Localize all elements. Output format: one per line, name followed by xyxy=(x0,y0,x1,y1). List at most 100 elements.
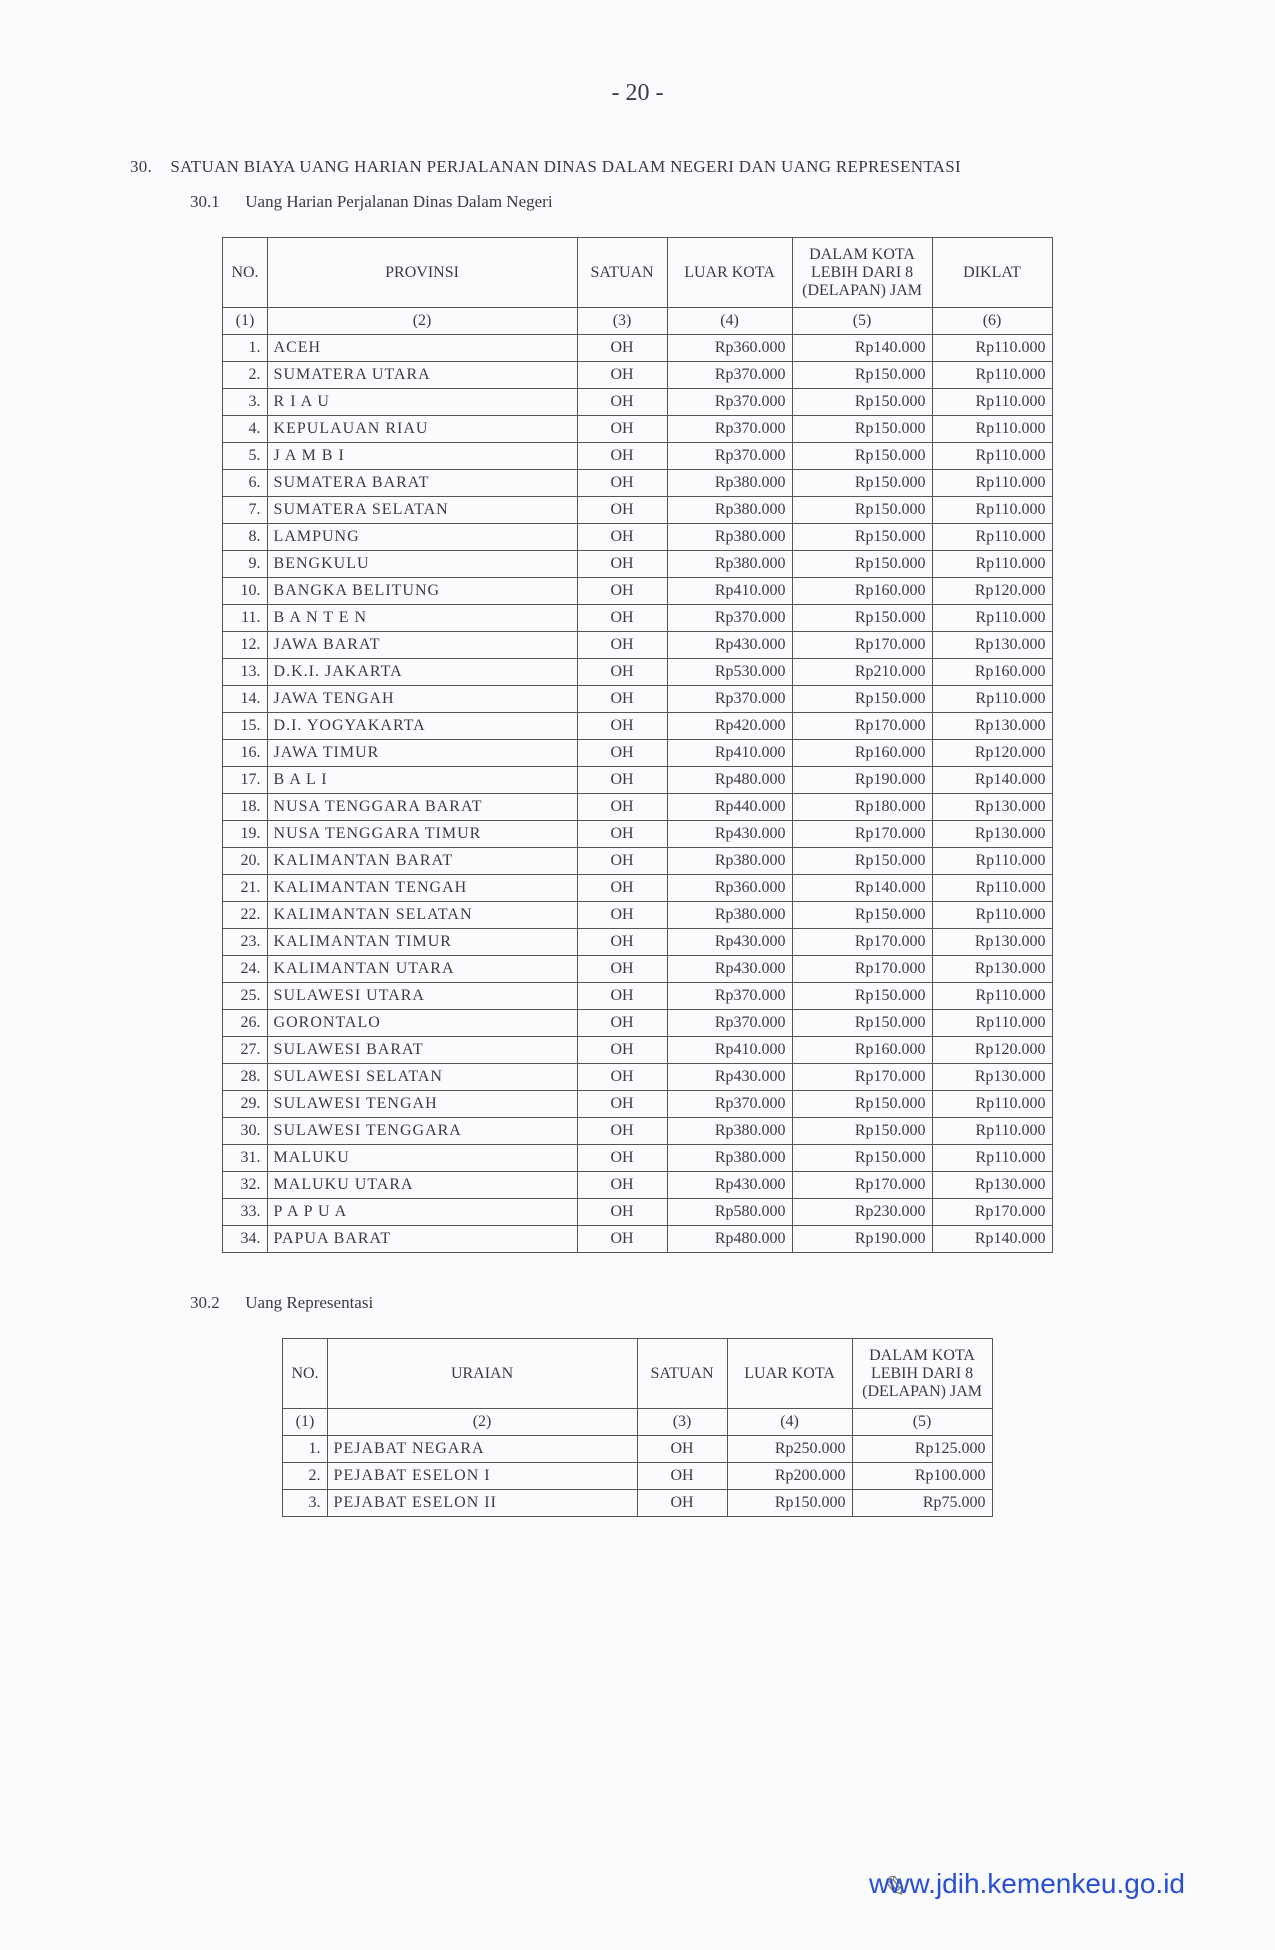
cell-diklat: Rp170.000 xyxy=(932,1199,1052,1226)
cell-satuan: OH xyxy=(577,1226,667,1253)
cell-diklat: Rp110.000 xyxy=(932,1118,1052,1145)
table-row: 19.NUSA TENGGARA TIMUROHRp430.000Rp170.0… xyxy=(223,821,1052,848)
cell-satuan: OH xyxy=(577,1145,667,1172)
cell-diklat: Rp120.000 xyxy=(932,740,1052,767)
cell-dalam-kota: Rp170.000 xyxy=(792,632,932,659)
cell-diklat: Rp110.000 xyxy=(932,443,1052,470)
table-row: 11.B A N T E NOHRp370.000Rp150.000Rp110.… xyxy=(223,605,1052,632)
cell-no: 19. xyxy=(223,821,267,848)
cell-diklat: Rp110.000 xyxy=(932,497,1052,524)
cell-luar-kota: Rp430.000 xyxy=(667,821,792,848)
cell-provinsi: KEPULAUAN RIAU xyxy=(267,416,577,443)
cell-luar-kota: Rp430.000 xyxy=(667,632,792,659)
table-row: 2.SUMATERA UTARAOHRp370.000Rp150.000Rp11… xyxy=(223,362,1052,389)
cell-luar-kota: Rp380.000 xyxy=(667,902,792,929)
cell-luar-kota: Rp530.000 xyxy=(667,659,792,686)
cell-uraian: PEJABAT NEGARA xyxy=(327,1436,637,1463)
cell-luar-kota: Rp370.000 xyxy=(667,605,792,632)
table-row: 17.B A L IOHRp480.000Rp190.000Rp140.000 xyxy=(223,767,1052,794)
cell-dalam-kota: Rp190.000 xyxy=(792,1226,932,1253)
cell-dalam-kota: Rp140.000 xyxy=(792,335,932,362)
cell-no: 32. xyxy=(223,1172,267,1199)
cell-provinsi: MALUKU UTARA xyxy=(267,1172,577,1199)
cell-provinsi: GORONTALO xyxy=(267,1010,577,1037)
cell-dalam-kota: Rp150.000 xyxy=(792,605,932,632)
cell-dalam-kota: Rp150.000 xyxy=(792,416,932,443)
cell-diklat: Rp120.000 xyxy=(932,578,1052,605)
cell-satuan: OH xyxy=(577,1118,667,1145)
cell-provinsi: KALIMANTAN TENGAH xyxy=(267,875,577,902)
cell-satuan: OH xyxy=(577,713,667,740)
cell-no: 3. xyxy=(283,1490,327,1517)
cell-dalam-kota: Rp170.000 xyxy=(792,956,932,983)
cell-luar-kota: Rp420.000 xyxy=(667,713,792,740)
cell-provinsi: D.I. YOGYAKARTA xyxy=(267,713,577,740)
cell-provinsi: J A M B I xyxy=(267,443,577,470)
cell-provinsi: SUMATERA SELATAN xyxy=(267,497,577,524)
cell-no: 1. xyxy=(223,335,267,362)
cell-provinsi: SULAWESI TENGAH xyxy=(267,1091,577,1118)
cell-provinsi: SULAWESI TENGGARA xyxy=(267,1118,577,1145)
th2-sub-lk: (4) xyxy=(727,1409,852,1436)
table-row: 7.SUMATERA SELATANOHRp380.000Rp150.000Rp… xyxy=(223,497,1052,524)
cell-dalam-kota: Rp150.000 xyxy=(792,1010,932,1037)
cell-satuan: OH xyxy=(577,686,667,713)
cell-no: 9. xyxy=(223,551,267,578)
cell-dalam-kota: Rp100.000 xyxy=(852,1463,992,1490)
cell-luar-kota: Rp370.000 xyxy=(667,416,792,443)
cell-satuan: OH xyxy=(577,794,667,821)
table-row: 16.JAWA TIMUROHRp410.000Rp160.000Rp120.0… xyxy=(223,740,1052,767)
cell-no: 8. xyxy=(223,524,267,551)
cell-luar-kota: Rp410.000 xyxy=(667,1037,792,1064)
cell-provinsi: JAWA TENGAH xyxy=(267,686,577,713)
cell-no: 28. xyxy=(223,1064,267,1091)
table-row: 22.KALIMANTAN SELATANOHRp380.000Rp150.00… xyxy=(223,902,1052,929)
cell-provinsi: KALIMANTAN BARAT xyxy=(267,848,577,875)
table-row: 13.D.K.I. JAKARTAOHRp530.000Rp210.000Rp1… xyxy=(223,659,1052,686)
cell-dalam-kota: Rp140.000 xyxy=(792,875,932,902)
cell-satuan: OH xyxy=(577,335,667,362)
table-row: 24.KALIMANTAN UTARAOHRp430.000Rp170.000R… xyxy=(223,956,1052,983)
cell-provinsi: PAPUA BARAT xyxy=(267,1226,577,1253)
cell-diklat: Rp130.000 xyxy=(932,821,1052,848)
cell-provinsi: P A P U A xyxy=(267,1199,577,1226)
cell-satuan: OH xyxy=(577,524,667,551)
cell-no: 20. xyxy=(223,848,267,875)
cell-diklat: Rp130.000 xyxy=(932,1064,1052,1091)
cell-provinsi: JAWA TIMUR xyxy=(267,740,577,767)
cell-no: 16. xyxy=(223,740,267,767)
cell-provinsi: KALIMANTAN TIMUR xyxy=(267,929,577,956)
sub1-text: Uang Harian Perjalanan Dinas Dalam Neger… xyxy=(245,192,552,211)
cell-dalam-kota: Rp210.000 xyxy=(792,659,932,686)
th2-dalam-kota: DALAM KOTA LEBIH DARI 8 (DELAPAN) JAM xyxy=(852,1339,992,1409)
cell-diklat: Rp110.000 xyxy=(932,524,1052,551)
cell-luar-kota: Rp360.000 xyxy=(667,875,792,902)
cell-provinsi: SULAWESI BARAT xyxy=(267,1037,577,1064)
th-luar-kota: LUAR KOTA xyxy=(667,238,792,308)
table-row: 27.SULAWESI BARATOHRp410.000Rp160.000Rp1… xyxy=(223,1037,1052,1064)
sub2-num: 30.2 xyxy=(190,1293,220,1312)
th-dalam-kota: DALAM KOTA LEBIH DARI 8 (DELAPAN) JAM xyxy=(792,238,932,308)
cell-no: 10. xyxy=(223,578,267,605)
cell-satuan: OH xyxy=(577,443,667,470)
cell-provinsi: KALIMANTAN UTARA xyxy=(267,956,577,983)
cell-diklat: Rp160.000 xyxy=(932,659,1052,686)
cell-satuan: OH xyxy=(577,605,667,632)
cell-dalam-kota: Rp170.000 xyxy=(792,1064,932,1091)
cell-diklat: Rp110.000 xyxy=(932,1091,1052,1118)
th-sub-prov: (2) xyxy=(267,308,577,335)
cell-satuan: OH xyxy=(577,362,667,389)
cell-diklat: Rp130.000 xyxy=(932,1172,1052,1199)
cell-no: 33. xyxy=(223,1199,267,1226)
cell-satuan: OH xyxy=(577,416,667,443)
cell-provinsi: R I A U xyxy=(267,389,577,416)
cell-satuan: OH xyxy=(577,578,667,605)
cell-no: 15. xyxy=(223,713,267,740)
cell-luar-kota: Rp480.000 xyxy=(667,1226,792,1253)
th2-sub-sat: (3) xyxy=(637,1409,727,1436)
cell-dalam-kota: Rp170.000 xyxy=(792,1172,932,1199)
cell-no: 4. xyxy=(223,416,267,443)
cell-diklat: Rp110.000 xyxy=(932,335,1052,362)
cell-no: 12. xyxy=(223,632,267,659)
cell-no: 34. xyxy=(223,1226,267,1253)
